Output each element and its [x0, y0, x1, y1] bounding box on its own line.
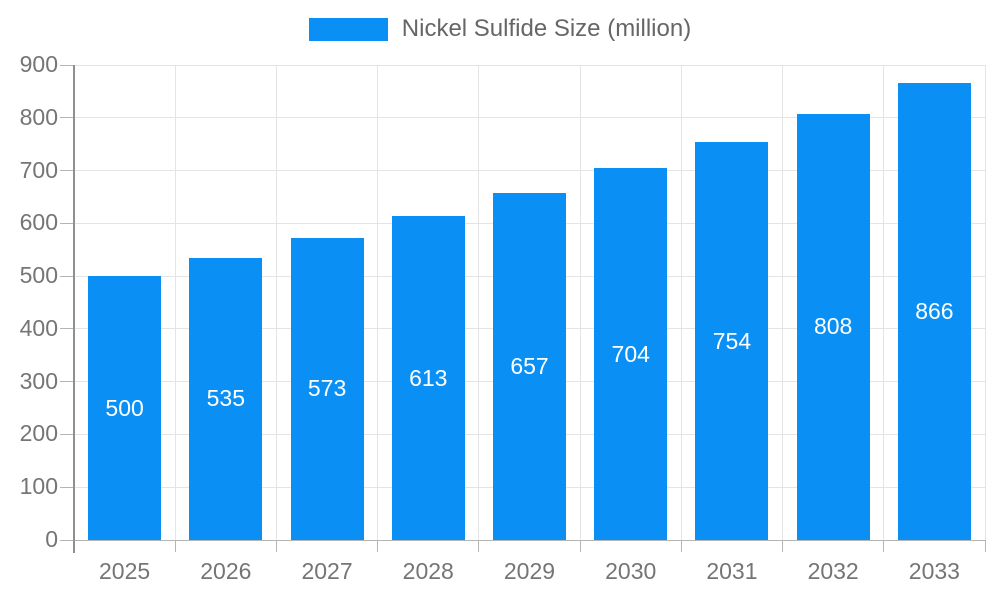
bar-2033[interactable]: 866: [897, 82, 971, 540]
bar-2025[interactable]: 500: [88, 276, 162, 540]
y-axis-label: 900: [19, 51, 58, 77]
y-axis-label: 600: [19, 209, 58, 236]
y-axis-label: 300: [19, 367, 58, 394]
x-axis-label: 2033: [908, 558, 960, 584]
bar-2031[interactable]: 754: [695, 142, 769, 540]
gridline-vertical: [680, 65, 682, 540]
bar-value-label: 866: [915, 297, 954, 324]
gridline-horizontal: [74, 64, 985, 66]
x-axis-label: 2031: [706, 558, 758, 584]
y-axis-tick: [60, 539, 74, 541]
bar-2028[interactable]: 613: [391, 216, 465, 540]
y-axis-label: 400: [19, 314, 58, 341]
x-axis-label: 2025: [99, 558, 151, 584]
x-axis-label: 2027: [301, 558, 353, 584]
gridline-vertical: [883, 65, 885, 540]
bar-value-label: 535: [206, 385, 246, 412]
bar-value-label: 500: [105, 394, 144, 421]
y-axis-tick: [60, 64, 74, 66]
gridline-vertical: [174, 65, 176, 540]
y-axis-tick: [60, 433, 74, 435]
y-axis-label: 0: [45, 526, 58, 552]
y-axis-label: 700: [19, 156, 58, 183]
y-axis-label: 100: [19, 473, 58, 500]
x-axis-tick: [478, 540, 480, 552]
gridline-vertical: [984, 65, 986, 540]
x-axis-tick: [782, 540, 784, 552]
bar-value-label: 808: [813, 313, 853, 340]
y-axis-label: 500: [19, 262, 58, 289]
bar-value-label: 657: [510, 353, 549, 380]
y-axis-tick: [60, 486, 74, 488]
x-axis-tick: [883, 540, 885, 552]
x-axis-label: 2028: [402, 558, 454, 584]
bar-value-label: 613: [409, 364, 448, 391]
y-axis-label: 200: [19, 420, 58, 447]
x-axis-tick: [680, 540, 682, 552]
gridline-vertical: [478, 65, 480, 540]
bar-2030[interactable]: 704: [594, 168, 668, 540]
y-axis-tick: [60, 381, 74, 383]
x-axis-label: 2030: [605, 558, 657, 584]
y-axis-tick: [60, 117, 74, 119]
y-axis-line: [73, 65, 75, 553]
bar-2026[interactable]: 535: [189, 257, 263, 540]
x-axis-tick: [275, 540, 277, 552]
x-axis-label: 2029: [503, 558, 556, 584]
legend-label: Nickel Sulfide Size (million): [401, 15, 692, 42]
y-axis-tick: [60, 170, 74, 172]
gridline-vertical: [579, 65, 581, 540]
y-axis-label: 800: [19, 103, 58, 130]
gridline-vertical: [377, 65, 379, 540]
y-axis-tick: [60, 222, 74, 224]
bar-2027[interactable]: 573: [290, 237, 364, 540]
x-axis-tick: [984, 540, 986, 552]
gridline-horizontal: [74, 117, 985, 119]
x-axis-tick: [377, 540, 379, 552]
gridline-horizontal: [74, 170, 985, 172]
legend[interactable]: Nickel Sulfide Size (million): [0, 17, 1000, 41]
x-axis-label: 2026: [200, 558, 252, 584]
gridline-vertical: [782, 65, 784, 540]
bar-2032[interactable]: 808: [796, 113, 870, 540]
legend-swatch-icon: [308, 17, 388, 41]
gridline-horizontal: [74, 539, 985, 541]
y-axis-tick: [60, 275, 74, 277]
gridline-vertical: [275, 65, 277, 540]
x-axis-tick: [579, 540, 581, 552]
x-axis-tick: [174, 540, 176, 552]
bar-value-label: 754: [712, 327, 752, 354]
y-axis-tick: [60, 328, 74, 330]
bar-2029[interactable]: 657: [493, 193, 566, 540]
bar-value-label: 573: [307, 375, 347, 402]
bar-value-label: 704: [611, 340, 650, 367]
x-axis-label: 2032: [807, 558, 859, 584]
